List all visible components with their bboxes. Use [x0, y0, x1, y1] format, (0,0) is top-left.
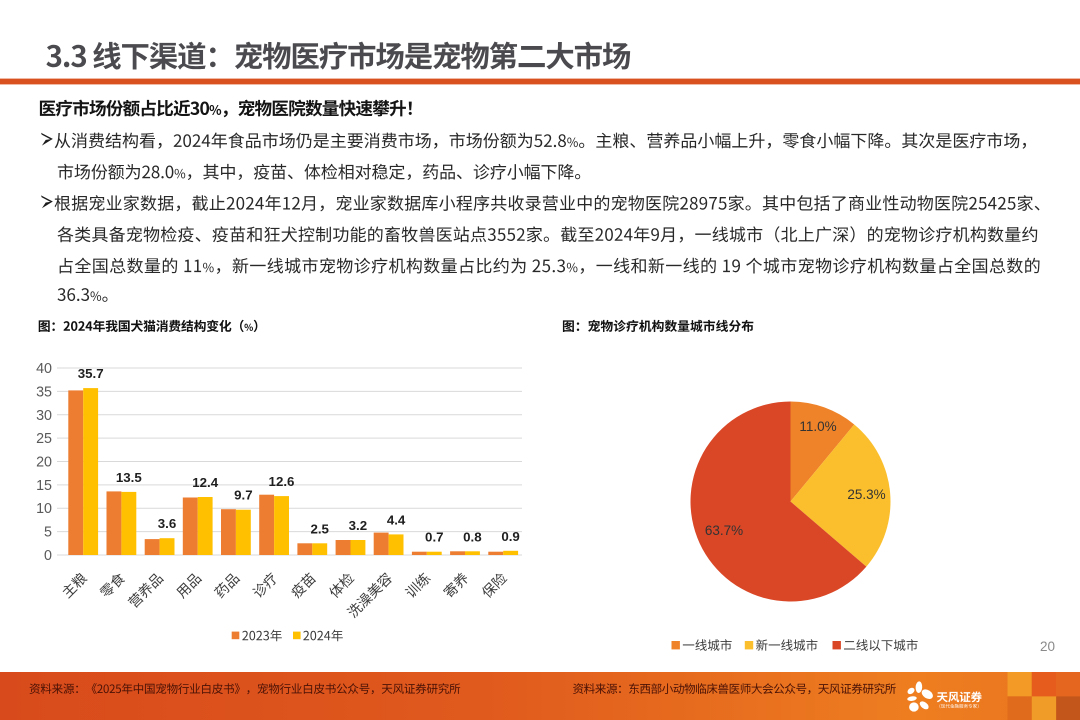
- svg-text:15: 15: [36, 478, 52, 494]
- svg-text:0.8: 0.8: [463, 529, 482, 544]
- svg-text:12.6: 12.6: [269, 474, 295, 489]
- svg-text:25.3%: 25.3%: [847, 487, 885, 502]
- svg-text:3.2: 3.2: [349, 518, 368, 533]
- svg-text:13.5: 13.5: [116, 470, 142, 485]
- svg-text:40: 40: [36, 361, 52, 377]
- svg-text:10: 10: [36, 501, 52, 517]
- svg-text:2.5: 2.5: [310, 521, 329, 536]
- svg-text:35: 35: [36, 384, 52, 400]
- svg-text:4.4: 4.4: [387, 512, 406, 527]
- svg-text:20: 20: [36, 455, 52, 471]
- svg-text:11.0%: 11.0%: [799, 419, 836, 434]
- svg-text:12.4: 12.4: [192, 475, 218, 490]
- svg-text:0.9: 0.9: [501, 529, 520, 544]
- svg-text:35.7: 35.7: [78, 366, 104, 381]
- svg-text:5: 5: [44, 525, 52, 541]
- svg-text:63.7%: 63.7%: [705, 523, 743, 538]
- svg-text:30: 30: [36, 408, 52, 424]
- svg-text:3.6: 3.6: [158, 516, 177, 531]
- svg-text:0: 0: [44, 548, 52, 564]
- svg-text:25: 25: [36, 431, 52, 447]
- svg-text:9.7: 9.7: [234, 488, 253, 503]
- svg-text:20: 20: [1040, 639, 1055, 654]
- svg-text:0.7: 0.7: [425, 530, 444, 545]
